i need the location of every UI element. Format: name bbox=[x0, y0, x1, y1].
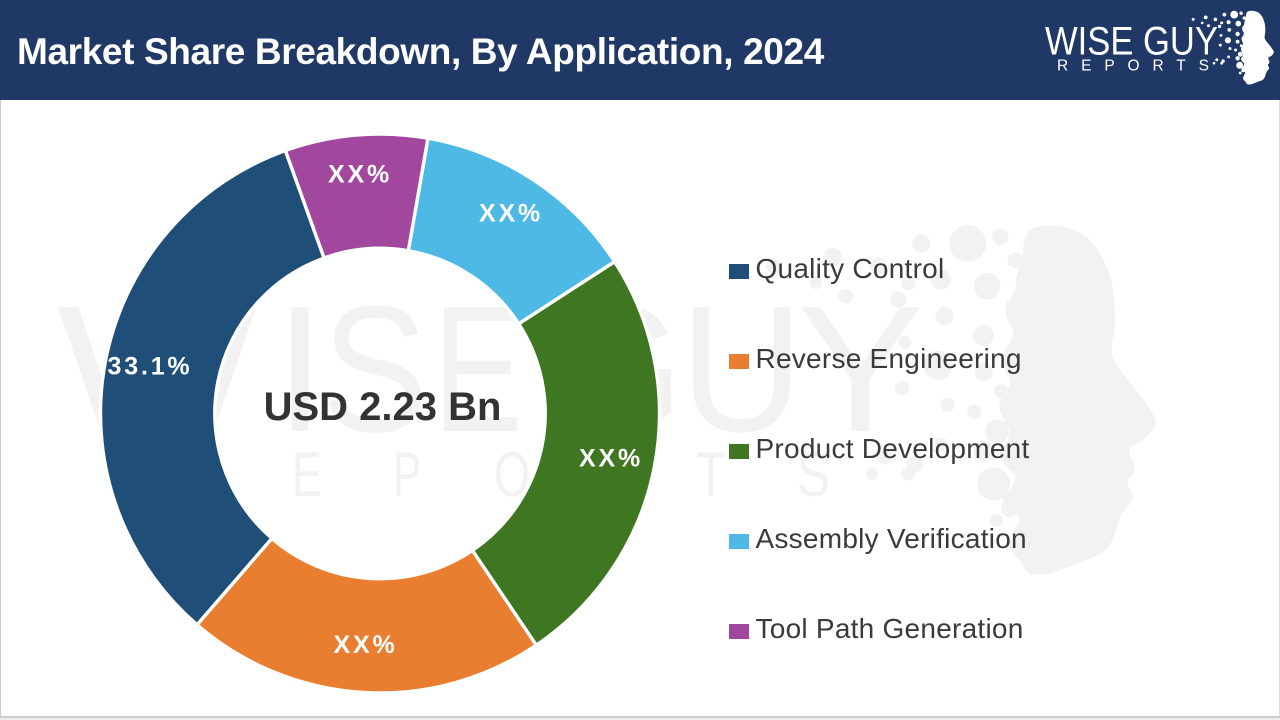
svg-text:S: S bbox=[322, 269, 428, 470]
svg-text:USD 2.23 Bn: USD 2.23 Bn bbox=[264, 385, 502, 429]
svg-text:XX%: XX% bbox=[328, 161, 392, 189]
svg-text:S: S bbox=[797, 440, 830, 510]
svg-text:33.1%: 33.1% bbox=[108, 353, 193, 381]
svg-text:I: I bbox=[275, 269, 325, 470]
svg-text:U: U bbox=[680, 269, 803, 470]
svg-text:XX%: XX% bbox=[334, 631, 398, 659]
svg-text:XX%: XX% bbox=[579, 445, 643, 473]
svg-text:P: P bbox=[393, 440, 421, 510]
svg-text:T: T bbox=[696, 440, 726, 510]
svg-text:XX%: XX% bbox=[479, 200, 543, 228]
svg-text:WISE GUY: WISE GUY bbox=[1045, 20, 1218, 64]
svg-text:E: E bbox=[292, 440, 322, 510]
